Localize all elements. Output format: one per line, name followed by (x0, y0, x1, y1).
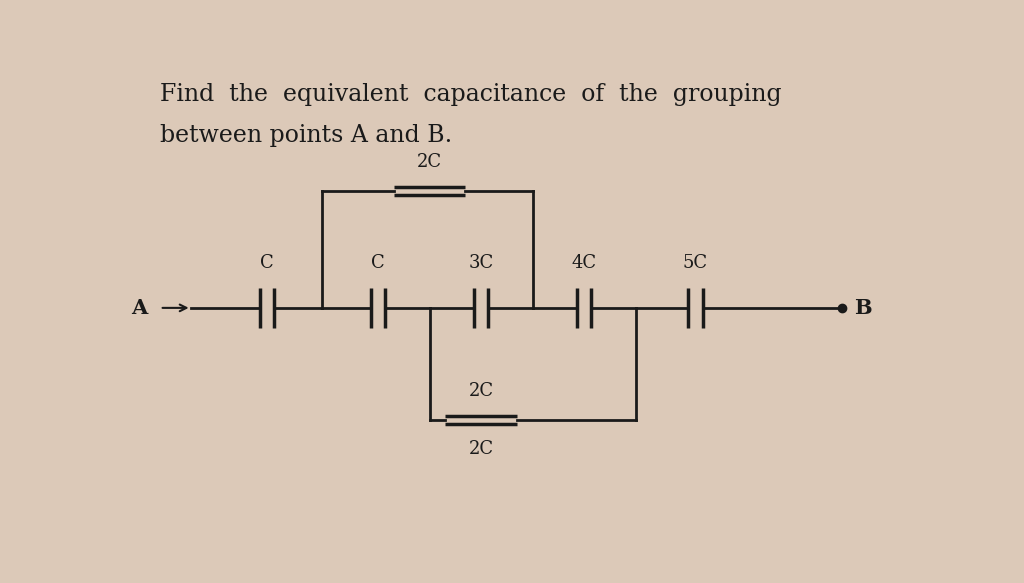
Text: between points A and B.: between points A and B. (160, 124, 452, 147)
Text: 3C: 3C (469, 254, 494, 272)
Text: C: C (260, 254, 273, 272)
Text: 2C: 2C (469, 382, 494, 401)
Text: 2C: 2C (469, 440, 494, 458)
Text: 4C: 4C (571, 254, 597, 272)
Text: 5C: 5C (683, 254, 708, 272)
Text: Find  the  equivalent  capacitance  of  the  grouping: Find the equivalent capacitance of the g… (160, 83, 781, 107)
Text: B: B (854, 298, 871, 318)
Text: A: A (132, 298, 147, 318)
Text: 2C: 2C (417, 153, 442, 171)
Text: C: C (371, 254, 385, 272)
